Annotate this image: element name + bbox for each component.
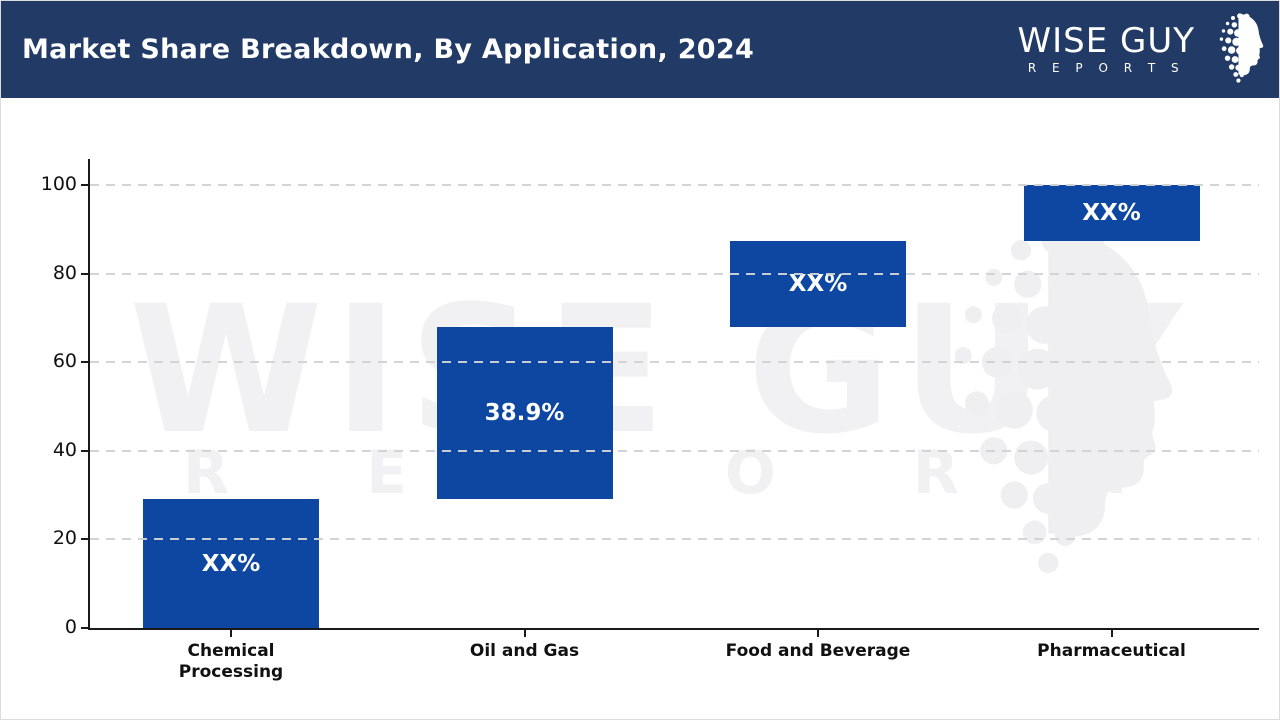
y-axis-tick (81, 361, 90, 364)
y-axis-tick (81, 184, 90, 186)
x-axis-tick (1110, 628, 1113, 637)
y-axis-tick (81, 627, 90, 629)
wise-guy-reports-logo: WISE GUY R E P O R T S (1017, 11, 1279, 89)
bar-value-label: 38.9% (484, 399, 565, 426)
logo-subtitle: R E P O R T S (1027, 61, 1185, 75)
category-label-oil-and-gas: Oil and Gas (469, 641, 580, 661)
category-label-food-and-beverage: Food and Beverage (725, 641, 911, 661)
bar-oil-and-gas: 38.9% (436, 326, 613, 500)
bar-chemical-processing: XX% (143, 499, 319, 628)
bar-pharmaceutical: XX% (1023, 185, 1200, 242)
bar-food-and-beverage: XX% (730, 241, 906, 327)
gridline-80 (90, 272, 1259, 275)
y-axis-tick-label: 40 (52, 438, 77, 461)
x-axis-line (88, 628, 1259, 630)
y-axis-tick (81, 449, 90, 452)
y-axis-tick-label: 80 (52, 261, 77, 284)
y-axis-tick-label: 60 (52, 350, 77, 373)
y-axis-tick-label: 100 (40, 173, 77, 195)
gridline-60 (90, 361, 1259, 364)
x-axis-tick (230, 628, 232, 637)
y-axis-tick-label: 0 (64, 616, 77, 638)
watermark-subtitle: R E P O R T S (183, 438, 1195, 563)
bar-value-label: XX% (201, 550, 261, 577)
bar-value-label: XX% (1082, 200, 1141, 227)
y-axis-tick (81, 538, 90, 541)
y-axis-tick (81, 272, 90, 275)
x-axis-tick (817, 628, 819, 637)
gridline-20 (90, 538, 1259, 541)
logo-wordmark: WISE GUY (1017, 21, 1195, 61)
watermark-wordmark: WISE GUY (129, 268, 1192, 473)
gridline-40 (90, 449, 1259, 452)
gridline-100 (90, 184, 1259, 186)
y-axis-line (88, 159, 90, 630)
wise-guy-head-icon (1219, 12, 1264, 83)
category-label-pharmaceutical: Pharmaceutical (1037, 641, 1186, 661)
category-label-chemical-processing: Chemical Processing (178, 641, 284, 682)
logo-text: WISE GUY R E P O R T S (1017, 24, 1195, 75)
x-axis-tick (523, 628, 526, 637)
bar-value-label: XX% (788, 270, 848, 297)
y-axis-tick-label: 20 (52, 527, 77, 550)
page-title: Market Share Breakdown, By Application, … (22, 34, 755, 65)
header-bar: Market Share Breakdown, By Application, … (1, 1, 1279, 98)
